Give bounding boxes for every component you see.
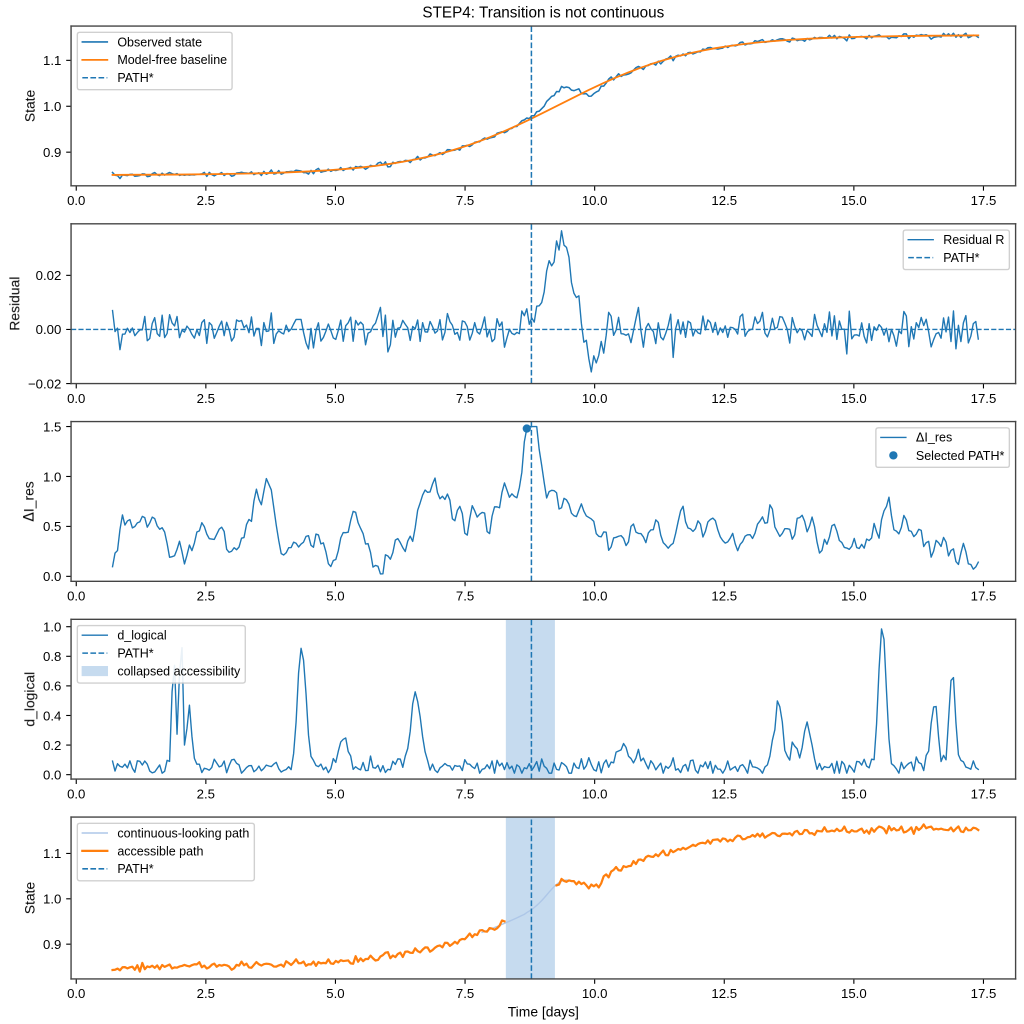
svg-text:collapsed accessibility: collapsed accessibility <box>117 664 241 678</box>
svg-text:Time [days]: Time [days] <box>508 1004 579 1020</box>
svg-text:17.5: 17.5 <box>971 786 997 801</box>
svg-text:0.5: 0.5 <box>43 519 61 534</box>
svg-text:7.5: 7.5 <box>456 589 474 604</box>
svg-text:10.0: 10.0 <box>582 391 608 406</box>
svg-text:2.5: 2.5 <box>197 391 215 406</box>
svg-text:1.0: 1.0 <box>43 892 61 907</box>
svg-text:Residual R: Residual R <box>943 233 1004 247</box>
svg-text:0.0: 0.0 <box>67 391 85 406</box>
svg-text:7.5: 7.5 <box>456 391 474 406</box>
svg-text:5.0: 5.0 <box>326 986 344 1001</box>
svg-text:10.0: 10.0 <box>582 986 608 1001</box>
svg-text:Model-free baseline: Model-free baseline <box>117 53 227 67</box>
svg-text:17.5: 17.5 <box>971 193 997 208</box>
svg-text:5.0: 5.0 <box>326 786 344 801</box>
svg-text:0.0: 0.0 <box>67 193 85 208</box>
svg-text:0.0: 0.0 <box>43 569 61 584</box>
svg-text:15.0: 15.0 <box>841 589 867 604</box>
svg-text:17.5: 17.5 <box>971 589 997 604</box>
svg-text:15.0: 15.0 <box>841 986 867 1001</box>
svg-text:0.9: 0.9 <box>43 145 61 160</box>
svg-text:−0.02: −0.02 <box>28 376 61 391</box>
svg-text:12.5: 12.5 <box>711 589 737 604</box>
svg-text:PATH*: PATH* <box>117 71 153 85</box>
svg-text:0.0: 0.0 <box>67 986 85 1001</box>
svg-text:1.1: 1.1 <box>43 53 61 68</box>
svg-text:12.5: 12.5 <box>711 786 737 801</box>
svg-text:1.0: 1.0 <box>43 469 61 484</box>
svg-text:Residual: Residual <box>7 277 23 331</box>
svg-text:0.4: 0.4 <box>43 708 61 723</box>
svg-text:12.5: 12.5 <box>711 391 737 406</box>
svg-text:0.00: 0.00 <box>36 322 62 337</box>
svg-text:0.9: 0.9 <box>43 937 61 952</box>
svg-text:10.0: 10.0 <box>582 193 608 208</box>
svg-text:2.5: 2.5 <box>197 193 215 208</box>
svg-text:d_logical: d_logical <box>22 672 38 727</box>
svg-text:continuous-looking path: continuous-looking path <box>117 826 249 840</box>
svg-text:0.0: 0.0 <box>67 589 85 604</box>
svg-text:State: State <box>22 89 38 122</box>
svg-text:1.1: 1.1 <box>43 846 61 861</box>
svg-text:7.5: 7.5 <box>456 193 474 208</box>
svg-text:1.0: 1.0 <box>43 619 61 634</box>
svg-text:5.0: 5.0 <box>326 589 344 604</box>
svg-text:0.0: 0.0 <box>43 767 61 782</box>
svg-text:5.0: 5.0 <box>326 391 344 406</box>
svg-text:d_logical: d_logical <box>117 629 166 643</box>
svg-text:accessible path: accessible path <box>117 844 203 858</box>
svg-text:2.5: 2.5 <box>197 786 215 801</box>
svg-text:10.0: 10.0 <box>582 589 608 604</box>
svg-text:0.2: 0.2 <box>43 738 61 753</box>
svg-text:12.5: 12.5 <box>711 986 737 1001</box>
svg-text:0.6: 0.6 <box>43 679 61 694</box>
svg-text:STEP4: Transition is not conti: STEP4: Transition is not continuous <box>422 5 664 22</box>
svg-text:7.5: 7.5 <box>456 786 474 801</box>
svg-text:15.0: 15.0 <box>841 193 867 208</box>
svg-text:2.5: 2.5 <box>197 986 215 1001</box>
svg-text:5.0: 5.0 <box>326 193 344 208</box>
svg-text:PATH*: PATH* <box>117 862 153 876</box>
svg-text:17.5: 17.5 <box>971 986 997 1001</box>
svg-text:0.02: 0.02 <box>36 268 62 283</box>
svg-text:Observed state: Observed state <box>117 35 202 49</box>
svg-text:17.5: 17.5 <box>971 391 997 406</box>
svg-text:15.0: 15.0 <box>841 786 867 801</box>
svg-text:PATH*: PATH* <box>117 647 153 661</box>
svg-text:PATH*: PATH* <box>943 251 979 265</box>
svg-text:0.8: 0.8 <box>43 649 61 664</box>
svg-text:2.5: 2.5 <box>197 589 215 604</box>
svg-text:7.5: 7.5 <box>456 986 474 1001</box>
svg-text:0.0: 0.0 <box>67 786 85 801</box>
svg-text:State: State <box>22 882 38 915</box>
svg-text:Selected PATH*: Selected PATH* <box>916 449 1005 463</box>
svg-text:12.5: 12.5 <box>711 193 737 208</box>
svg-text:1.0: 1.0 <box>43 99 61 114</box>
svg-text:15.0: 15.0 <box>841 391 867 406</box>
svg-text:1.5: 1.5 <box>43 419 61 434</box>
svg-text:10.0: 10.0 <box>582 786 608 801</box>
